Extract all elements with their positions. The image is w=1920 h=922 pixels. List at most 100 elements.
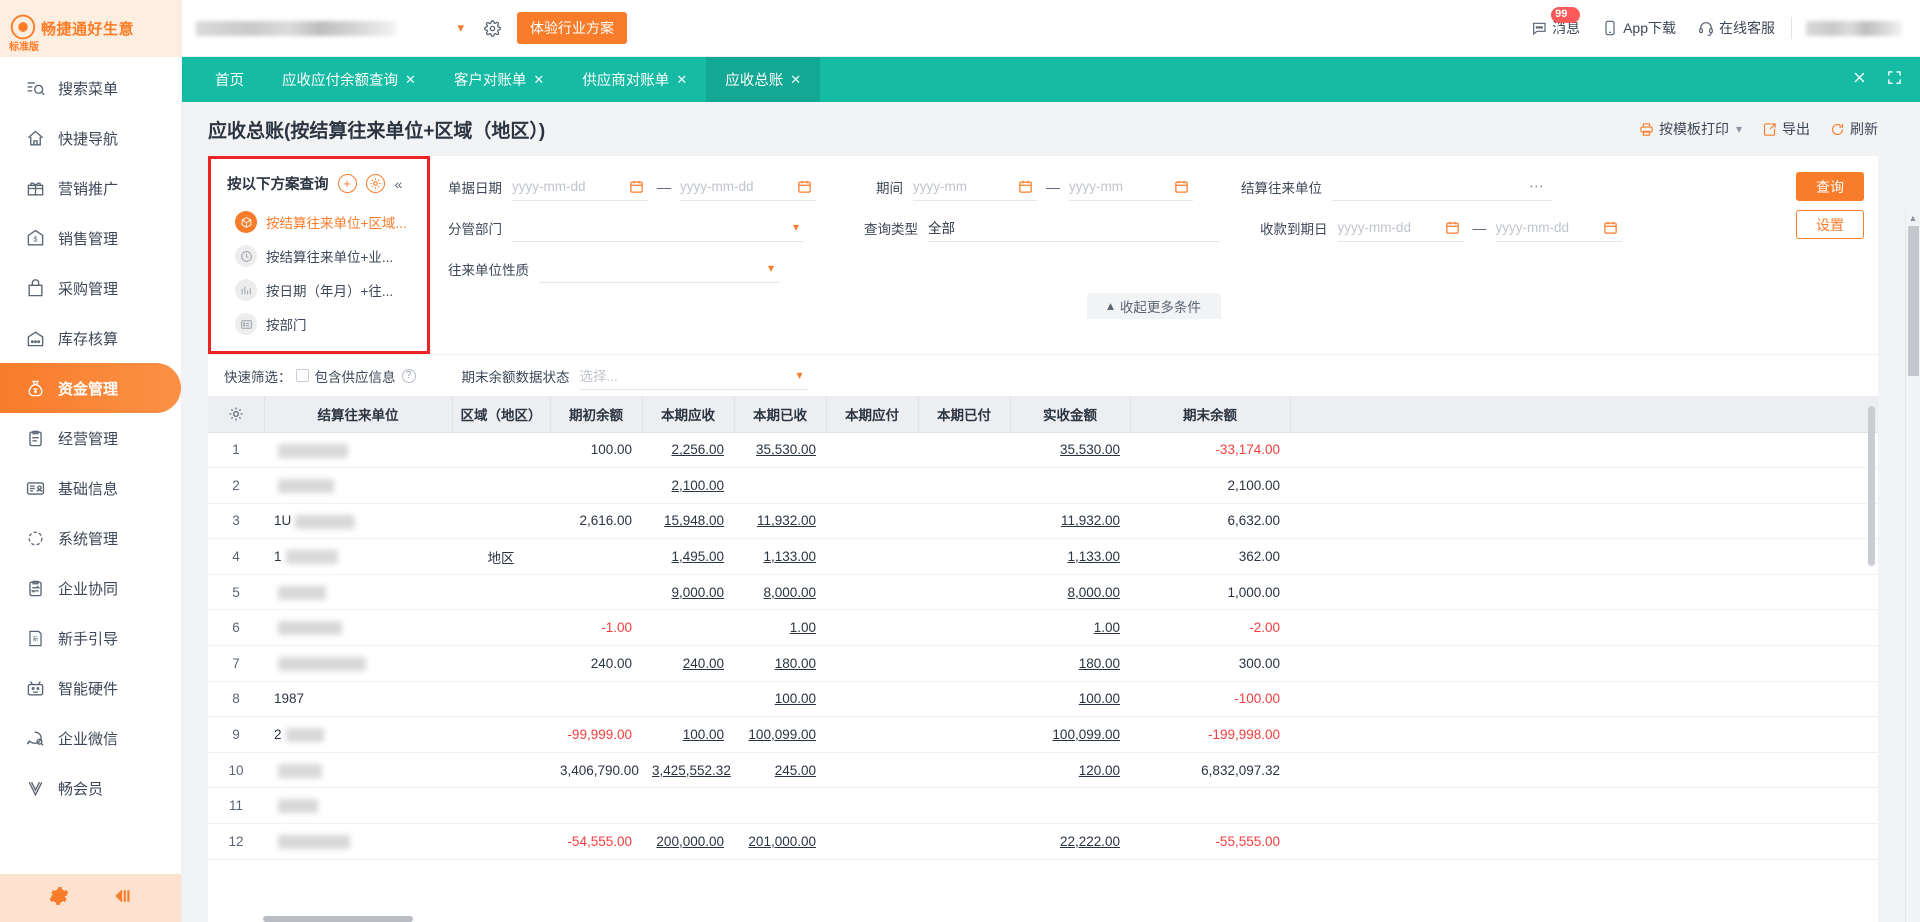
due-date-to-input[interactable]: yyyy-mm-dd [1495,213,1622,242]
tab-close-icon[interactable]: ✕ [790,71,802,87]
table-row[interactable]: 1 100.00 2,256.00 35,530.00 35,530.00 -33,174… [208,432,1878,469]
unit-nature-select[interactable]: ▾ [539,254,779,283]
table-vertical-scrollbar[interactable] [1868,406,1875,566]
settle-unit-input[interactable]: ⋯ [1332,172,1552,201]
table-row[interactable]: 10 3,406,790.00 3,425,552.32 245.00 120.00 6,… [208,752,1878,789]
question-icon[interactable]: ? [401,368,416,383]
sidebar-item-5[interactable]: 库存核算 [0,313,181,363]
table-row[interactable]: 7 240.00 240.00 180.00 180.00 300.00 [208,645,1878,682]
tab-close-icon[interactable]: ✕ [676,71,688,87]
sidebar-item-2[interactable]: 营销推广 [0,163,181,213]
amount-link[interactable]: 100.00 [774,691,816,707]
settle-unit-cell[interactable]: 1 [264,538,452,575]
amount-link[interactable]: 22,222.00 [1059,833,1120,849]
amount-link[interactable]: 2,256.00 [671,442,724,458]
sidebar-item-8[interactable]: 基础信息 [0,463,181,513]
settle-unit-cell[interactable] [264,574,452,611]
amount-link[interactable]: 180.00 [1078,655,1120,671]
amount-link[interactable]: 100.00 [682,727,724,743]
column-header-9[interactable]: 期末余额 [1130,396,1291,433]
tab-1[interactable]: 应收应付余额查询 ✕ [263,57,435,102]
table-row[interactable]: 2 2,100.00 2,100.00 [208,467,1878,504]
topbar-item-2[interactable]: 在线客服 [1698,18,1775,38]
table-row[interactable]: 4 1 地区 1,495.00 1,133.00 1,133.00 362.00 [208,538,1878,575]
gear-icon[interactable] [216,407,256,421]
amount-link[interactable]: 1,133.00 [763,549,816,565]
amount-link[interactable]: 15,948.00 [663,513,724,529]
settings-button[interactable]: 设置 [1796,210,1864,239]
amount-link[interactable]: 8,000.00 [763,584,816,600]
gear-icon[interactable] [365,174,385,193]
calendar-icon[interactable] [1018,179,1037,194]
tab-close-icon[interactable]: ✕ [405,71,416,87]
ellipsis-icon[interactable]: ⋯ [1529,178,1546,195]
amount-link[interactable]: 35,530.00 [1059,442,1120,458]
period-from-input[interactable]: yyyy-mm [913,172,1037,201]
table-horizontal-scrollbar[interactable] [208,916,1863,922]
amount-link[interactable]: 9,000.00 [671,584,724,600]
scrollbar-thumb[interactable] [1908,226,1919,376]
column-header-8[interactable]: 实收金额 [1010,396,1131,433]
sidebar-item-3[interactable]: $ 销售管理 [0,213,181,263]
column-header-4[interactable]: 本期应收 [642,396,735,433]
amount-link[interactable]: 100.00 [1078,691,1120,707]
settle-unit-cell[interactable] [264,609,452,647]
chevron-down-icon[interactable]: ▾ [1735,122,1742,136]
calendar-icon[interactable] [1445,220,1464,235]
plus-icon[interactable]: + [337,174,357,193]
topbar-item-0[interactable]: 消息 99 + [1531,7,1581,38]
amount-link[interactable]: 1,133.00 [1067,549,1120,565]
amount-link[interactable]: 2,100.00 [671,477,724,493]
amount-link[interactable]: 3,425,552.32 [652,762,731,778]
amount-link[interactable]: 11,932.00 [1060,513,1120,529]
amount-link[interactable]: 100,099.00 [748,727,816,743]
page-action-2[interactable]: 刷新 [1830,119,1878,139]
amount-link[interactable]: 35,530.00 [755,442,816,458]
department-select[interactable]: ▾ [512,213,804,242]
query-type-select[interactable]: 全部 [928,213,1220,242]
settle-unit-cell[interactable] [264,432,452,469]
scrollbar-thumb[interactable] [263,916,413,922]
sidebar-item-7[interactable]: 经营管理 [0,413,181,463]
table-row[interactable]: 5 9,000.00 8,000.00 8,000.00 1,000.00 [208,574,1878,611]
scroll-up-arrow-icon[interactable]: ▲ [1908,213,1918,223]
industry-solution-button[interactable]: 体验行业方案 [517,12,627,44]
settle-unit-cell[interactable] [264,823,452,860]
sidebar-item-1[interactable]: 快捷导航 [0,113,181,163]
topbar-item-1[interactable]: App下载 [1602,18,1676,38]
chevron-down-icon[interactable]: ▾ [457,20,464,35]
search-button[interactable]: 查询 [1796,172,1864,201]
table-row[interactable]: 9 2 -99,999.00 100.00 100,099.00 100,099.00 -1… [208,716,1878,753]
column-header-0[interactable] [208,396,265,433]
sidebar-item-6[interactable]: 资金管理 [0,363,181,413]
chevron-down-icon[interactable]: ▾ [796,368,803,382]
table-row[interactable]: 11 [208,787,1878,825]
scheme-item-0[interactable]: 按结算往来单位+区域... [211,205,427,239]
settle-unit-cell[interactable] [264,467,452,504]
table-row[interactable]: 6 -1.00 1.00 1.00 -2.00 [208,609,1878,647]
table-row[interactable]: 12 -54,555.00 200,000.00 201,000.00 22,222.0… [208,823,1878,860]
include-supply-checkbox[interactable] [295,369,309,382]
sidebar-item-14[interactable]: 畅会员 [0,763,181,813]
settle-unit-cell[interactable] [264,787,452,825]
collapse-sidebar-icon[interactable] [112,886,132,911]
calendar-icon[interactable] [1603,220,1622,235]
gear-icon[interactable] [484,19,501,37]
table-row[interactable]: 3 1U 2,616.00 15,948.00 11,932.00 11,932.00 6,… [208,503,1878,540]
doc-date-from-input[interactable]: yyyy-mm-dd [512,172,648,201]
settle-unit-cell[interactable] [264,752,452,789]
settle-unit-cell[interactable] [264,645,452,682]
gear-icon[interactable] [49,886,69,911]
sidebar-item-11[interactable]: 新 新手引导 [0,613,181,663]
table-row[interactable]: 8 1987 100.00 100.00 -100.00 [208,681,1878,718]
column-header-1[interactable]: 结算往来单位 [264,396,453,433]
page-action-1[interactable]: 导出 [1762,119,1810,139]
amount-link[interactable]: 8,000.00 [1067,584,1120,600]
tab-2[interactable]: 客户对账单 ✕ [435,57,563,102]
sidebar-item-10[interactable]: 企业协同 [0,563,181,613]
calendar-icon[interactable] [629,179,648,194]
user-name-redacted[interactable] [1806,20,1902,36]
column-header-10[interactable] [1290,396,1878,433]
tab-0[interactable]: 首页 [196,57,263,102]
amount-link[interactable]: 201,000.00 [748,833,816,849]
